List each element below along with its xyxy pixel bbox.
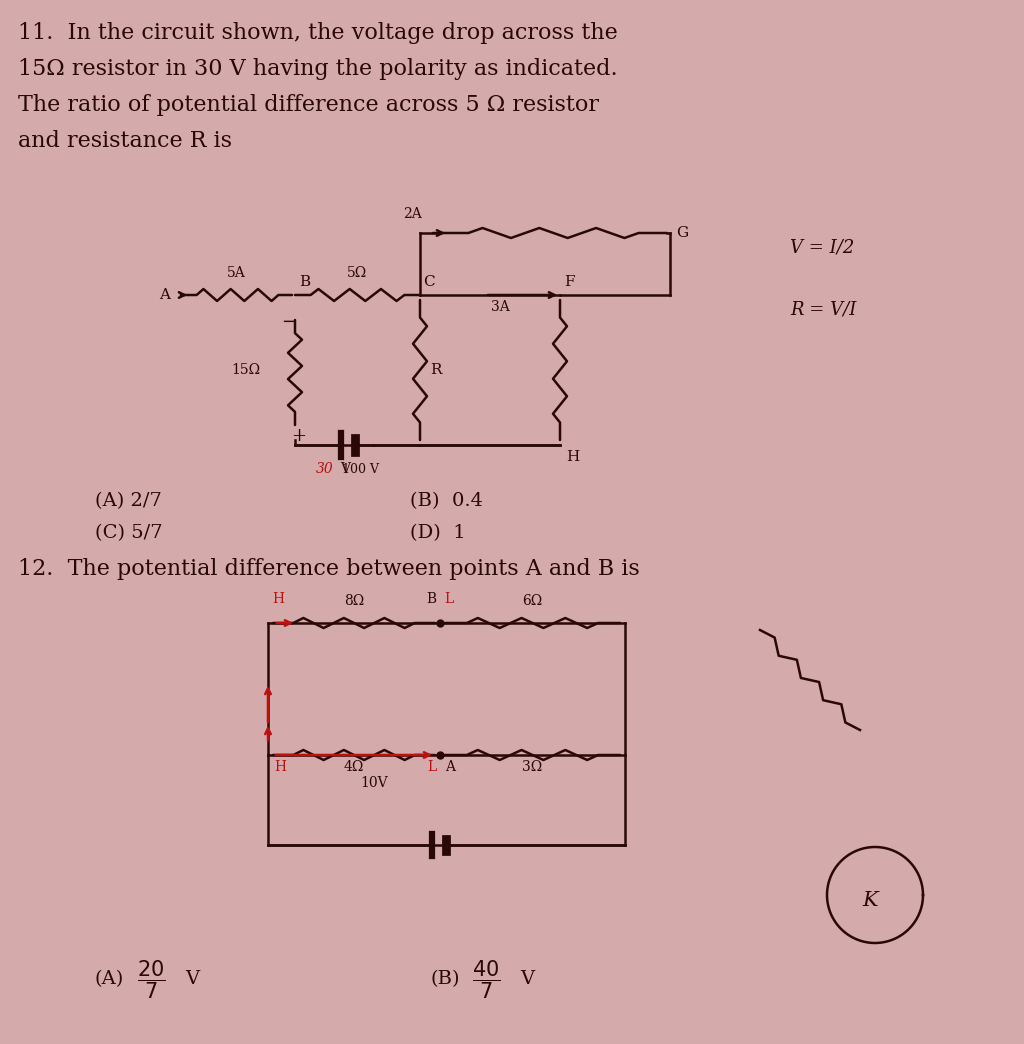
Text: (B)  0.4: (B) 0.4: [410, 492, 483, 511]
Text: A: A: [445, 760, 455, 774]
Text: A: A: [159, 288, 170, 302]
Text: L: L: [444, 592, 454, 606]
Text: H: H: [566, 450, 580, 464]
Text: 30: 30: [316, 462, 334, 476]
Text: (D)  1: (D) 1: [410, 524, 466, 542]
Text: V = I/2: V = I/2: [790, 239, 854, 257]
Text: (C) 5/7: (C) 5/7: [95, 524, 163, 542]
Text: C: C: [423, 275, 434, 289]
Text: B: B: [426, 592, 436, 606]
Text: R: R: [430, 363, 441, 377]
Text: H: H: [274, 760, 286, 774]
Text: 4Ω: 4Ω: [344, 760, 365, 774]
Text: V: V: [185, 970, 199, 988]
Text: 3Ω: 3Ω: [522, 760, 542, 774]
Text: 15Ω: 15Ω: [230, 363, 260, 377]
Text: B: B: [299, 275, 310, 289]
Text: R = V/I: R = V/I: [790, 301, 856, 319]
Text: (A) 2/7: (A) 2/7: [95, 492, 162, 511]
Text: G: G: [676, 226, 688, 240]
Text: V: V: [340, 462, 350, 476]
Text: 5A: 5A: [226, 266, 246, 280]
Text: H: H: [272, 592, 284, 606]
Text: 10V: 10V: [360, 776, 388, 790]
Text: 6Ω: 6Ω: [522, 594, 542, 608]
Text: V: V: [520, 970, 535, 988]
Text: −: −: [282, 313, 297, 331]
Text: 5Ω: 5Ω: [347, 266, 368, 280]
Text: The ratio of potential difference across 5 Ω resistor: The ratio of potential difference across…: [18, 94, 599, 116]
Text: 8Ω: 8Ω: [344, 594, 365, 608]
Text: 2A: 2A: [402, 207, 421, 221]
Text: 11.  In the circuit shown, the voltage drop across the: 11. In the circuit shown, the voltage dr…: [18, 22, 617, 44]
Text: 100 V: 100 V: [341, 462, 379, 476]
Text: L: L: [428, 760, 437, 774]
Text: +: +: [292, 427, 306, 445]
Text: F: F: [564, 275, 574, 289]
Text: $\dfrac{20}{7}$: $\dfrac{20}{7}$: [137, 958, 166, 1000]
Text: (B): (B): [430, 970, 460, 988]
Text: 12.  The potential difference between points A and B is: 12. The potential difference between poi…: [18, 557, 640, 580]
Text: and resistance R is: and resistance R is: [18, 130, 232, 152]
Text: 15Ω resistor in 30 V having the polarity as indicated.: 15Ω resistor in 30 V having the polarity…: [18, 58, 617, 80]
Text: K: K: [862, 891, 878, 909]
Text: (A): (A): [95, 970, 124, 988]
Text: $\dfrac{40}{7}$: $\dfrac{40}{7}$: [472, 958, 501, 1000]
Text: 3A: 3A: [490, 300, 509, 314]
